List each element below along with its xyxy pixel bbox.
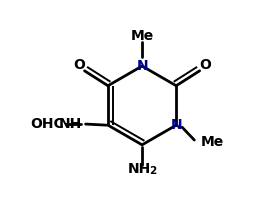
Text: N: N [136,59,148,73]
Text: N: N [170,118,182,132]
Text: NH: NH [59,117,82,131]
Text: 2: 2 [149,166,156,176]
Text: O: O [73,59,85,72]
Text: Me: Me [130,29,154,43]
Text: O: O [199,59,211,72]
Text: NH: NH [128,162,151,176]
Text: OHC: OHC [30,117,64,131]
Text: Me: Me [201,135,224,149]
